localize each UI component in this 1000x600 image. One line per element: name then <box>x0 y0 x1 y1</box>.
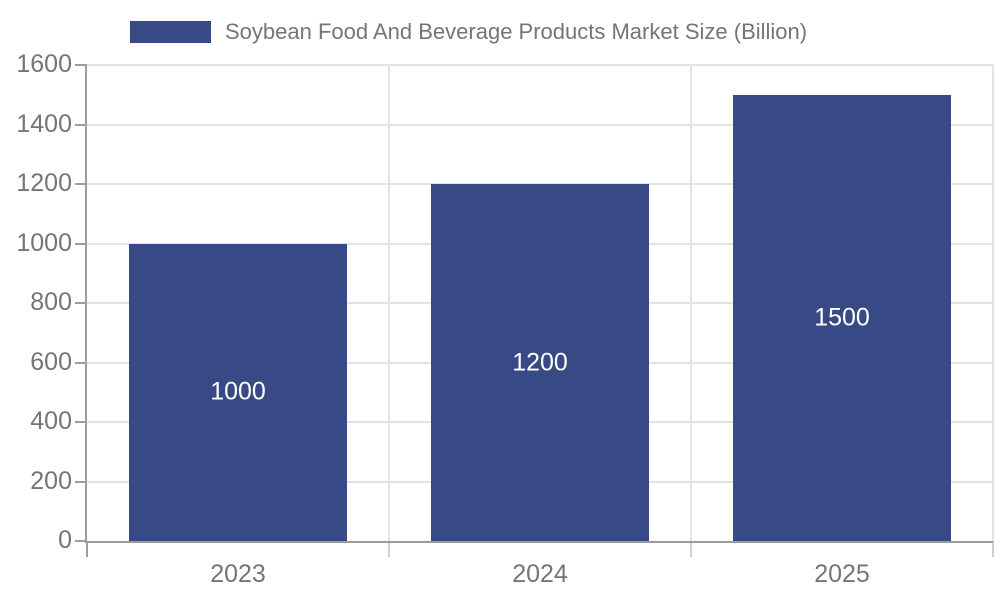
y-tick-label: 200 <box>30 466 72 495</box>
y-tick-label: 600 <box>30 347 72 376</box>
y-gridline <box>87 123 993 126</box>
y-tick <box>75 540 87 542</box>
y-tick <box>75 361 87 364</box>
x-tick <box>992 541 994 557</box>
x-tick-label: 2024 <box>512 560 568 588</box>
y-tick-label: 400 <box>30 406 72 435</box>
bar <box>431 184 649 541</box>
x-tick <box>86 541 88 557</box>
y-axis-line <box>85 64 87 542</box>
x-gridline <box>690 65 692 541</box>
legend: Soybean Food And Beverage Products Marke… <box>130 14 807 50</box>
y-tick <box>75 242 87 245</box>
bar <box>733 94 951 541</box>
y-tick-label: 1600 <box>16 49 72 78</box>
x-axis-line <box>85 541 993 543</box>
legend-swatch <box>130 21 211 43</box>
y-tick-label: 1400 <box>16 109 72 138</box>
y-tick <box>75 123 87 126</box>
bar-value-label: 1000 <box>210 377 266 406</box>
legend-label: Soybean Food And Beverage Products Marke… <box>225 19 808 44</box>
x-tick <box>388 541 390 557</box>
y-tick <box>75 421 87 423</box>
y-tick <box>75 480 87 483</box>
x-gridline <box>388 65 390 541</box>
x-tick-label: 2025 <box>814 560 870 588</box>
y-tick <box>75 64 87 66</box>
bar-value-label: 1200 <box>512 348 568 376</box>
y-gridline <box>87 64 993 66</box>
y-tick-label: 800 <box>30 287 72 316</box>
bar-value-label: 1500 <box>814 303 870 332</box>
y-tick-label: 1000 <box>16 228 72 257</box>
x-tick <box>690 541 692 557</box>
x-tick-label: 2023 <box>210 560 266 588</box>
y-tick <box>75 183 87 185</box>
x-gridline <box>992 65 994 541</box>
y-tick-label: 0 <box>58 525 72 554</box>
y-tick <box>75 302 87 304</box>
y-tick-label: 1200 <box>16 168 72 197</box>
bar <box>129 243 347 541</box>
